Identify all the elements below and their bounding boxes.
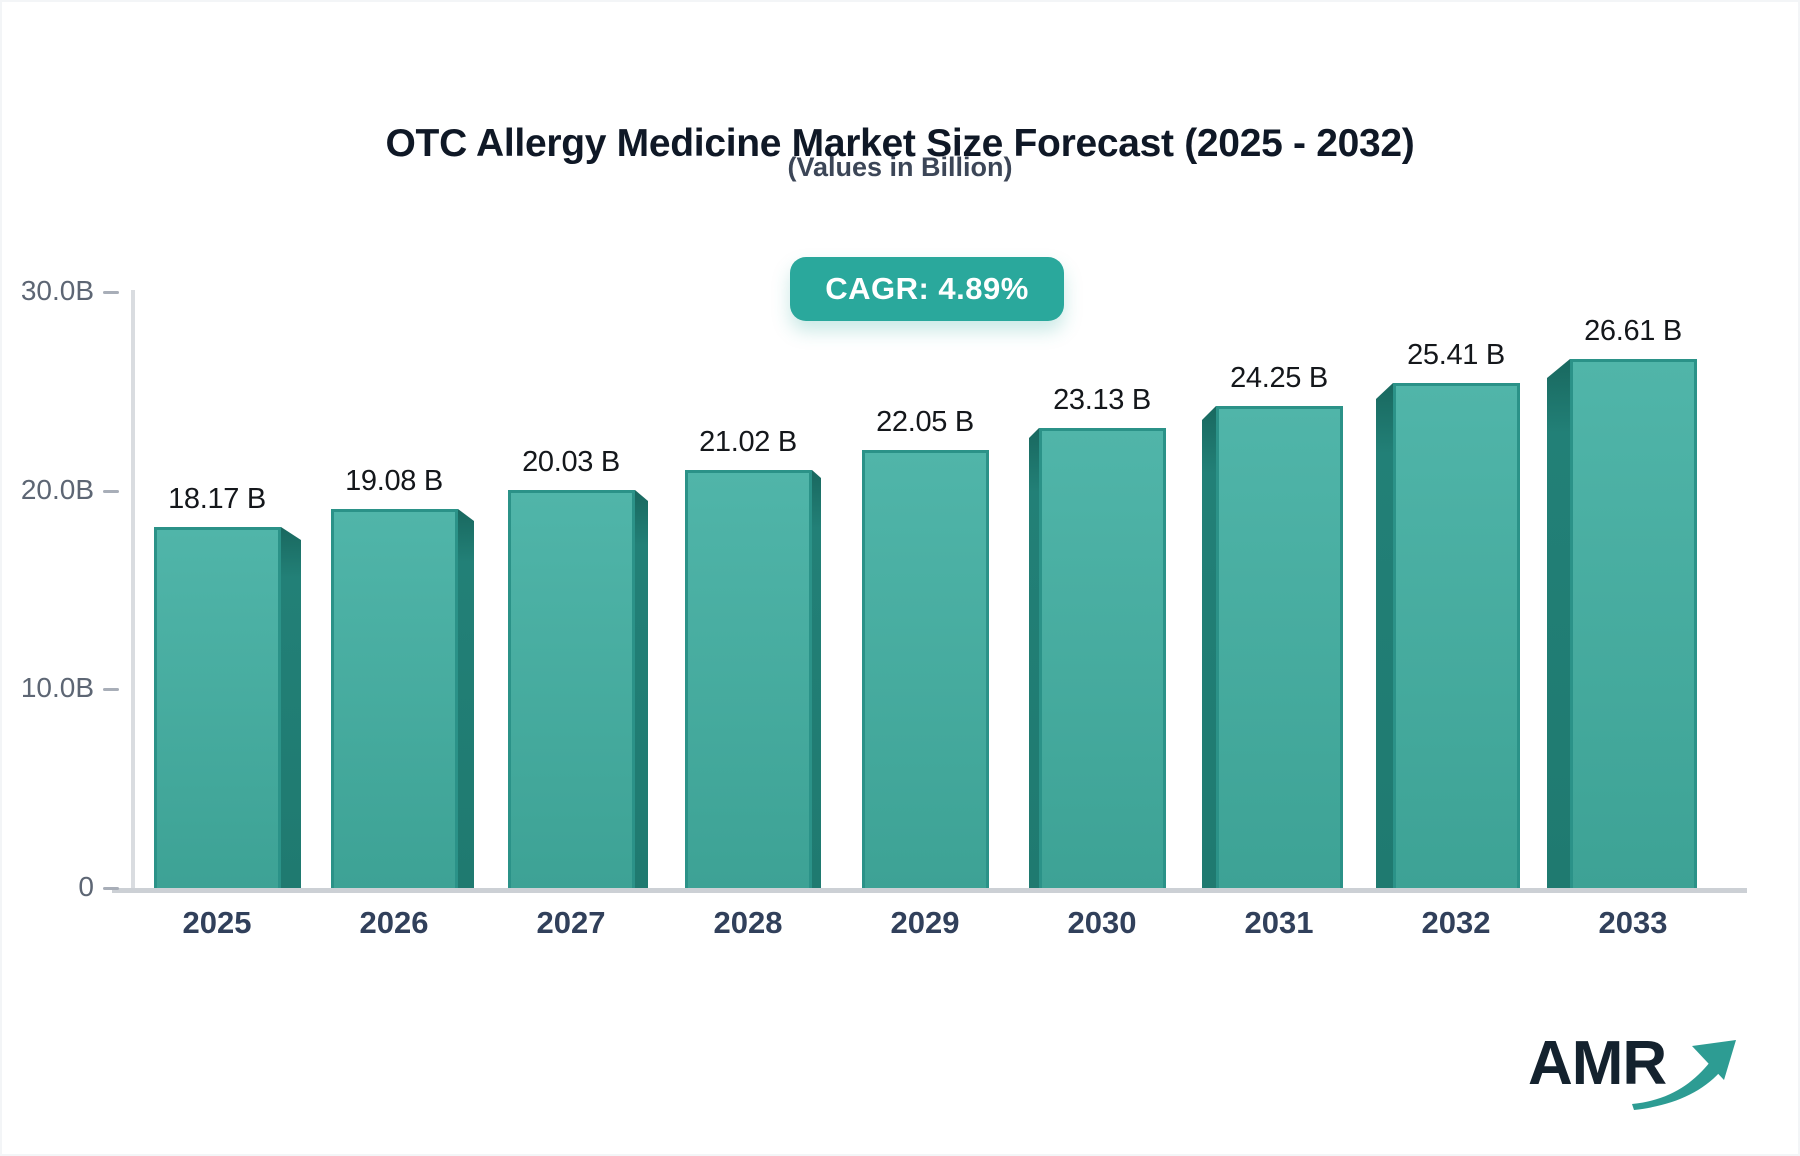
chart-subtitle: (Values in Billion) <box>787 152 1013 182</box>
bar <box>862 450 989 888</box>
bar-side-face <box>1202 406 1216 888</box>
bar-side-face <box>281 527 301 888</box>
cagr-badge: CAGR: 4.89% <box>790 257 1064 321</box>
bar-side-face <box>1029 428 1039 888</box>
bar-side-face <box>812 470 821 888</box>
bar-value-label: 26.61 B <box>1584 315 1682 347</box>
bar-value-label: 23.13 B <box>1053 384 1151 416</box>
bar-value-label: 19.08 B <box>345 465 443 497</box>
y-tick-label: 20.0B <box>20 474 94 505</box>
bar-side-face <box>1547 359 1570 888</box>
x-axis-label: 2030 <box>1067 905 1137 940</box>
x-axis-label: 2029 <box>890 905 960 940</box>
y-tick-label: 30.0B <box>20 275 94 306</box>
amr-logo-text: AMR <box>1528 1029 1667 1098</box>
bar-side-face <box>458 509 474 888</box>
bar-value-label: 24.25 B <box>1230 362 1328 394</box>
bar <box>1216 406 1343 888</box>
y-tick-label: 10.0B <box>20 672 94 703</box>
amr-logo: AMR <box>1528 1028 1738 1128</box>
bar-value-label: 18.17 B <box>168 483 266 515</box>
bar-value-label: 25.41 B <box>1407 339 1505 371</box>
x-axis-label: 2032 <box>1421 905 1491 940</box>
x-axis-label: 2031 <box>1244 905 1314 940</box>
bar <box>508 490 635 888</box>
growth-arrow-icon <box>1632 1040 1736 1110</box>
chart-title: OTC Allergy Medicine Market Size Forecas… <box>385 122 1415 166</box>
y-axis <box>131 290 135 892</box>
bar <box>685 470 812 888</box>
y-tick-mark <box>103 291 119 294</box>
bar <box>1393 383 1520 888</box>
x-axis <box>112 888 1747 893</box>
bar-side-face <box>635 490 648 888</box>
bar-value-label: 20.03 B <box>522 446 620 478</box>
y-tick-mark <box>103 688 119 691</box>
x-axis-label: 2027 <box>536 905 606 940</box>
bar <box>154 527 281 888</box>
bar <box>1039 428 1166 888</box>
y-tick-mark <box>103 490 119 493</box>
y-tick-mark <box>103 887 119 890</box>
bar-value-label: 22.05 B <box>876 406 974 438</box>
bar-side-face <box>1376 383 1393 888</box>
bar <box>1570 359 1697 888</box>
x-axis-label: 2025 <box>182 905 252 940</box>
bar <box>331 509 458 888</box>
bar-value-label: 21.02 B <box>699 426 797 458</box>
x-axis-label: 2026 <box>359 905 429 940</box>
x-axis-label: 2028 <box>713 905 783 940</box>
y-tick-label: 0 <box>78 871 94 902</box>
x-axis-label: 2033 <box>1598 905 1668 940</box>
